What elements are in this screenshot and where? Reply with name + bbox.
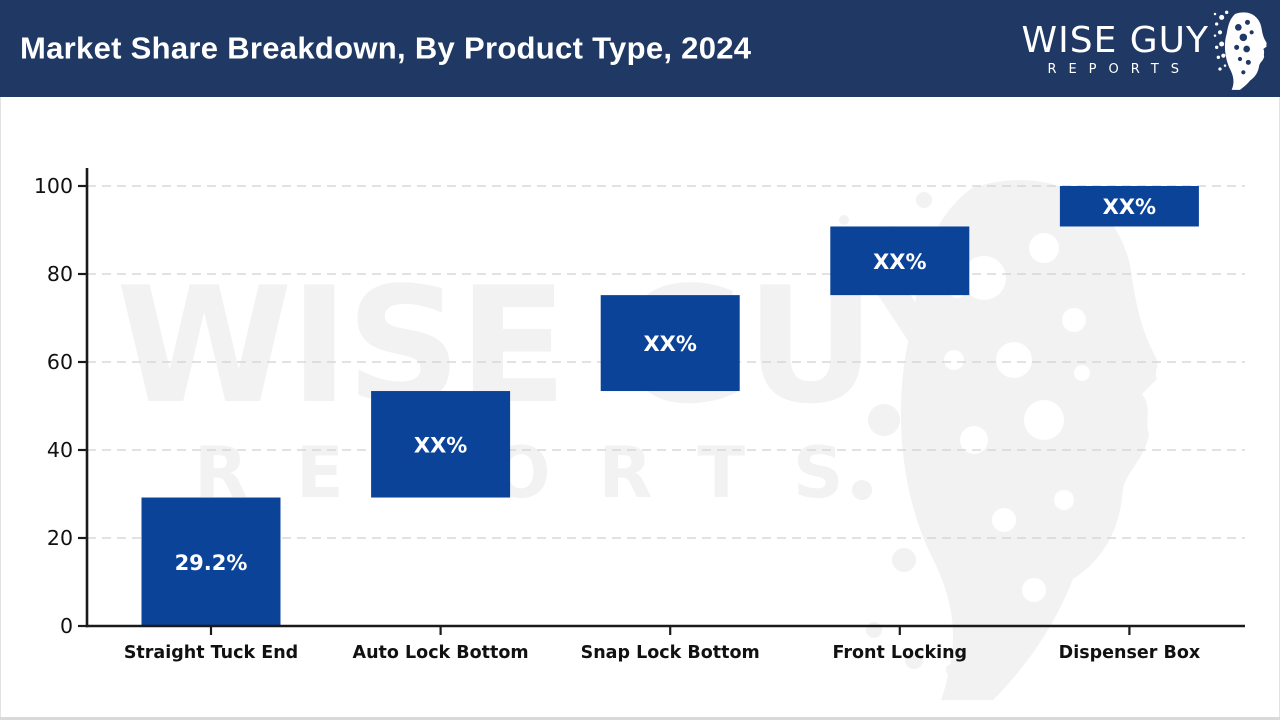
logo-subtext: REPORTS (1047, 61, 1192, 77)
bar-auto-lock-bottom (371, 391, 511, 498)
bar-label-front-locking: XX% (873, 250, 926, 274)
bar-straight-tuck-end (141, 497, 281, 626)
x-tick-label-straight-tuck-end: Straight Tuck End (124, 643, 298, 663)
wiseguy-logo: WISE GUY REPORTS (1022, 7, 1271, 91)
chart-title: Market Share Breakdown, By Product Type,… (20, 29, 752, 65)
y-tick-label-60: 60 (47, 350, 73, 374)
x-tick-label-snap-lock-bottom: Snap Lock Bottom (581, 643, 760, 663)
y-tick-label-20: 20 (47, 526, 73, 550)
bar-label-snap-lock-bottom: XX% (643, 332, 696, 356)
y-tick-label-80: 80 (47, 262, 73, 286)
bar-label-dispenser-box: XX% (1103, 195, 1156, 219)
y-tick-label-0: 0 (60, 614, 73, 638)
y-tick-label-100: 100 (34, 174, 73, 198)
header-bar: Market Share Breakdown, By Product Type,… (0, 0, 1280, 97)
bar-label-auto-lock-bottom: XX% (414, 433, 467, 457)
bottom-border (0, 717, 1280, 720)
bar-label-straight-tuck-end: 29.2% (175, 551, 248, 575)
x-tick-label-dispenser-box: Dispenser Box (1059, 643, 1201, 663)
x-tick-label-front-locking: Front Locking (833, 643, 968, 663)
logo-wordmark: WISE GUY (1021, 20, 1209, 62)
y-tick-label-40: 40 (47, 438, 73, 462)
logo-text: WISE GUY REPORTS (1022, 21, 1210, 77)
x-tick-label-auto-lock-bottom: Auto Lock Bottom (353, 643, 529, 663)
bar-snap-lock-bottom (600, 295, 740, 392)
logo-head-icon (1213, 10, 1267, 90)
